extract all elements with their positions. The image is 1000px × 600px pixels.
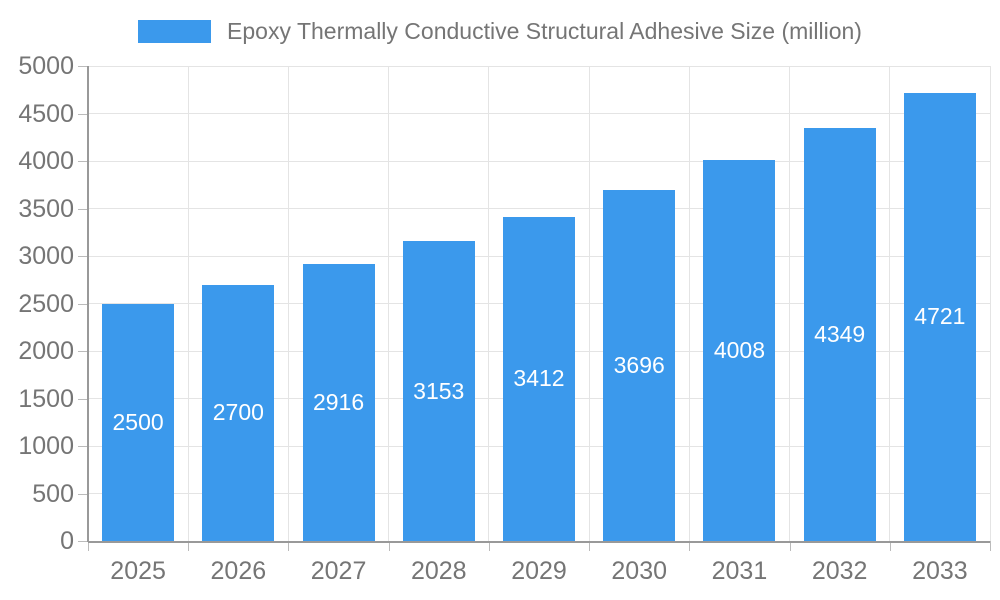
x-axis-tick (88, 541, 89, 551)
x-axis-label: 2028 (410, 557, 467, 585)
v-gridline (889, 66, 891, 541)
bar-2027: 2916 (302, 263, 375, 541)
h-gridline (88, 113, 990, 114)
y-axis-label: 3000 (18, 242, 74, 270)
x-axis-tick (188, 541, 190, 551)
y-axis-label: 500 (32, 479, 74, 508)
x-axis-tick (789, 541, 791, 551)
y-axis-tick (78, 351, 88, 352)
bar-2031: 4008 (703, 160, 776, 541)
bar-2029: 3412 (503, 216, 575, 541)
x-axis-label: 2025 (110, 557, 166, 585)
h-gridline (88, 65, 990, 67)
x-axis-label: 2029 (511, 557, 567, 585)
v-gridline (588, 66, 590, 541)
y-axis-label: 5000 (18, 52, 74, 80)
x-axis-label: 2026 (210, 557, 267, 585)
y-axis-line (87, 66, 89, 542)
bar-2032: 4349 (803, 127, 876, 541)
x-axis-tick (689, 541, 691, 551)
legend-label: Epoxy Thermally Conductive Structural Ad… (227, 18, 862, 44)
x-axis-tick (488, 541, 490, 551)
y-axis-label: 2000 (18, 337, 74, 365)
bar-value-label: 3696 (613, 351, 665, 378)
v-gridline (989, 66, 991, 541)
v-gridline (388, 66, 390, 541)
y-axis-tick (78, 493, 88, 495)
x-axis-tick (889, 541, 891, 551)
x-axis-line (88, 541, 990, 543)
x-axis-tick (589, 541, 591, 551)
bar-value-label: 3412 (513, 365, 565, 392)
v-gridline (187, 66, 189, 541)
x-axis-label: 2031 (711, 557, 768, 585)
bar-value-label: 2916 (312, 388, 365, 415)
v-gridline (688, 66, 690, 541)
y-axis-tick (78, 446, 88, 447)
x-axis-label: 2030 (611, 557, 668, 585)
bar-2025: 2500 (102, 303, 175, 541)
x-axis-label: 2027 (310, 557, 367, 585)
x-axis-tick (990, 541, 991, 551)
y-axis-label: 2500 (18, 289, 74, 318)
x-axis-label: 2032 (811, 557, 868, 585)
legend-swatch-icon (138, 20, 212, 43)
bar-value-label: 3153 (413, 377, 465, 404)
y-axis-tick (78, 541, 88, 542)
y-axis-tick (78, 208, 88, 210)
bar-2028: 3153 (402, 241, 475, 541)
bar-value-label: 2700 (212, 399, 264, 426)
y-axis-label: 0 (60, 527, 74, 555)
x-axis-tick (388, 541, 390, 551)
x-axis-tick (288, 541, 290, 551)
v-gridline (789, 66, 791, 541)
legend[interactable]: Epoxy Thermally Conductive Structural Ad… (0, 20, 1000, 43)
y-axis-label: 4500 (18, 99, 74, 128)
y-axis-tick (78, 303, 88, 305)
bar-value-label: 4008 (713, 337, 766, 364)
y-axis-tick (78, 161, 88, 162)
y-axis-tick (78, 256, 88, 257)
bar-2030: 3696 (603, 189, 676, 541)
bar-value-label: 4349 (814, 320, 866, 347)
bar-2033: 4721 (903, 92, 976, 541)
bar-value-label: 2500 (112, 408, 164, 435)
y-axis-tick (78, 398, 88, 400)
x-axis-label: 2033 (912, 557, 968, 585)
bar-value-label: 4721 (914, 303, 966, 330)
y-axis-label: 1000 (18, 432, 74, 460)
h-gridline (88, 208, 990, 209)
y-axis-label: 4000 (18, 147, 74, 175)
h-gridline (88, 160, 990, 162)
bar-2026: 2700 (202, 284, 275, 541)
y-axis-tick (78, 66, 88, 67)
y-axis-label: 3500 (18, 194, 74, 223)
y-axis-tick (78, 113, 88, 115)
v-gridline (488, 66, 490, 541)
v-gridline (287, 66, 289, 541)
y-axis-label: 1500 (18, 384, 74, 413)
